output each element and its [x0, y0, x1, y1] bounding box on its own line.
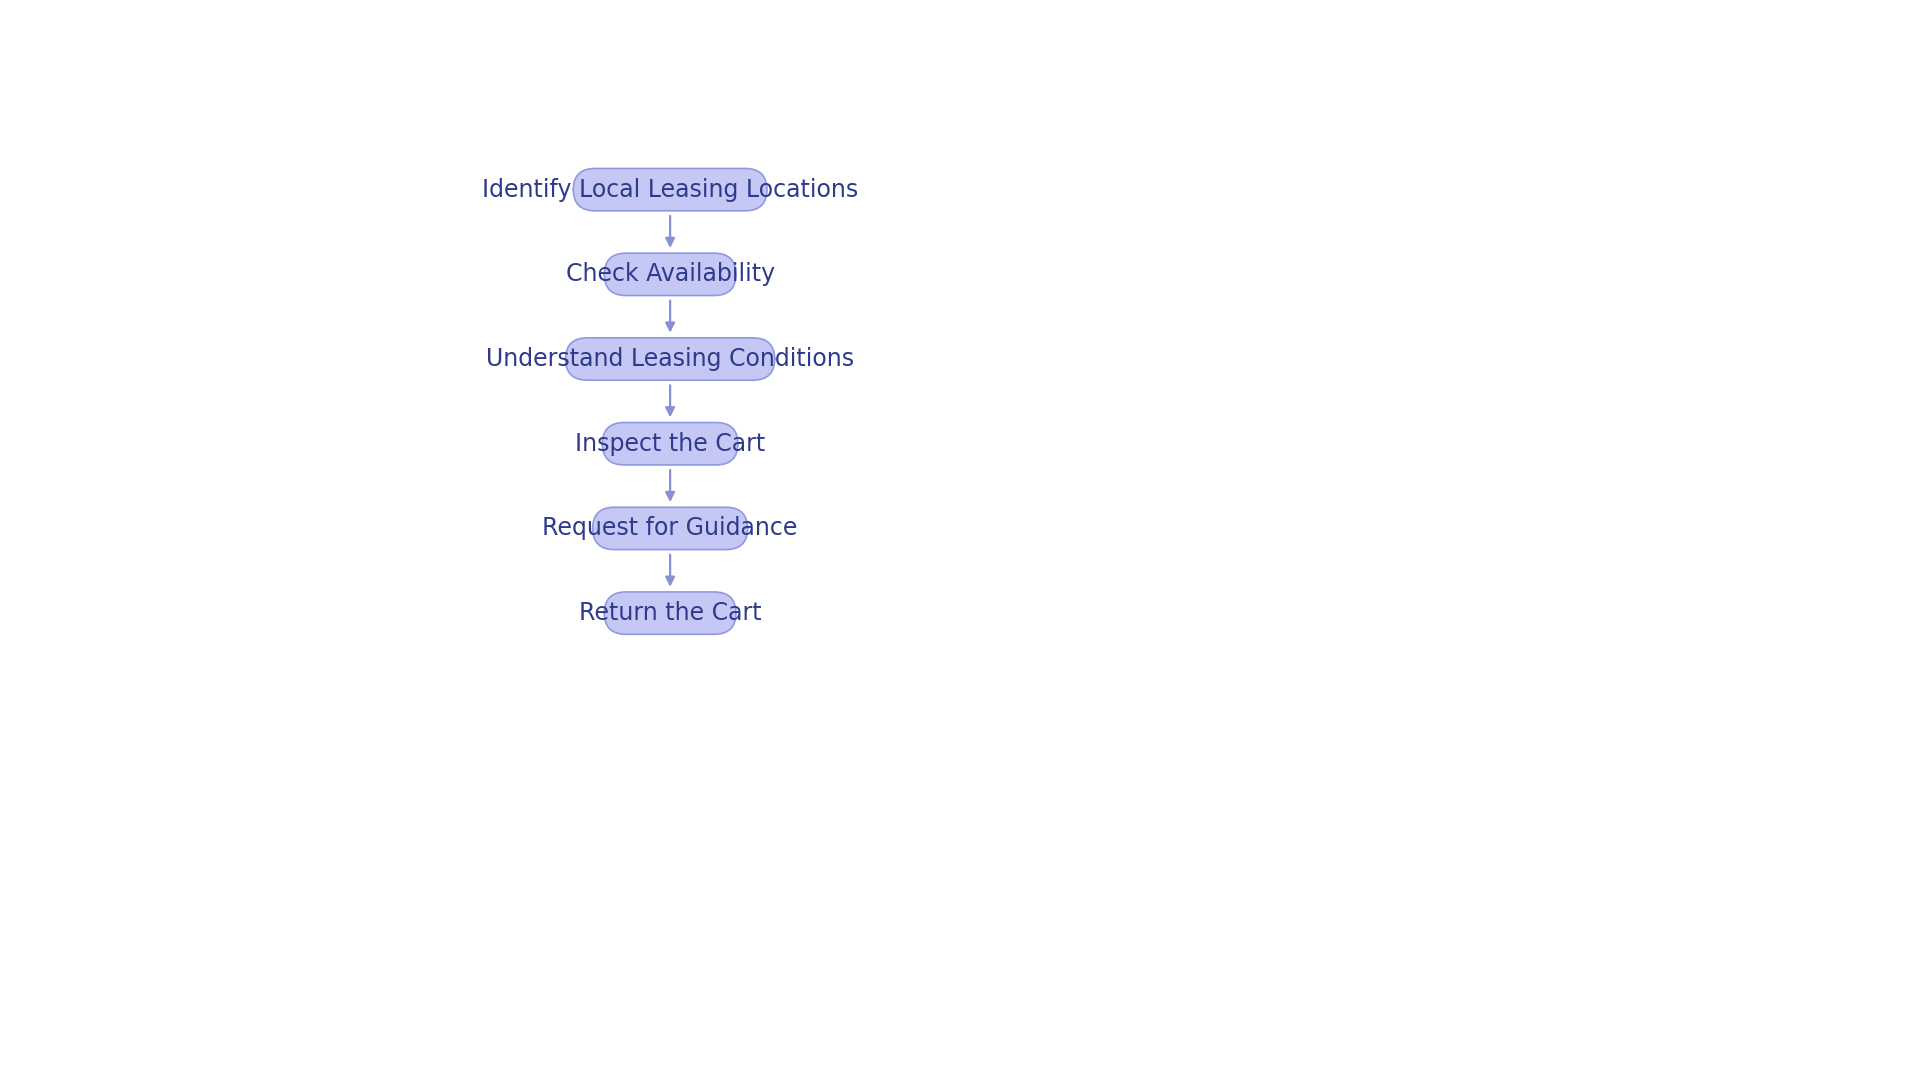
FancyBboxPatch shape — [593, 507, 747, 549]
FancyBboxPatch shape — [566, 338, 776, 380]
Text: Request for Guidance: Request for Guidance — [543, 517, 799, 540]
FancyBboxPatch shape — [603, 422, 737, 465]
Text: Identify Local Leasing Locations: Identify Local Leasing Locations — [482, 178, 858, 201]
Text: Return the Cart: Return the Cart — [578, 601, 762, 625]
Text: Understand Leasing Conditions: Understand Leasing Conditions — [486, 347, 854, 371]
Text: Inspect the Cart: Inspect the Cart — [574, 432, 766, 456]
FancyBboxPatch shape — [574, 169, 766, 211]
Text: Check Availability: Check Availability — [566, 262, 774, 286]
FancyBboxPatch shape — [605, 253, 735, 296]
FancyBboxPatch shape — [605, 592, 735, 635]
